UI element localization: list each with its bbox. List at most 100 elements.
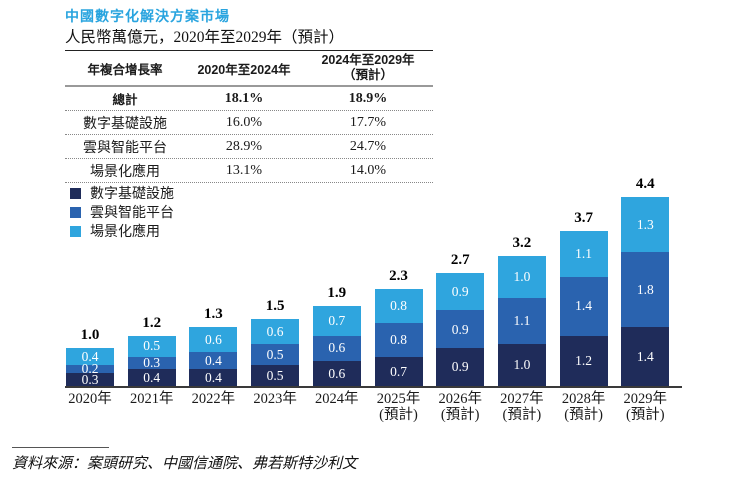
legend-label: 雲與智能平台	[90, 206, 174, 221]
legend-item: 數字基礎設施	[70, 185, 174, 202]
bar-2023年: 0.6 0.5 0.5	[251, 318, 300, 386]
bar-segment: 1.4	[621, 327, 670, 386]
segment-value-label: 0.2	[81, 361, 99, 377]
segment-value-label: 1.0	[513, 269, 531, 285]
table-header-2020-2024: 2020年至2024年	[197, 62, 291, 77]
table-row: 總計 18.1% 18.9%	[65, 87, 433, 111]
legend-label: 場景化應用	[90, 225, 160, 240]
bar-2027年: 1.0 1.1 1.0	[497, 255, 546, 386]
source-note: 資料來源：案頭研究、中國信通院、弗若斯特沙利文	[12, 456, 358, 472]
bar-2024年: 0.7 0.6 0.6	[312, 306, 361, 386]
legend-swatch-dark-navy-icon	[70, 187, 81, 199]
bar-total-label: 4.4	[635, 176, 655, 192]
bar-segment: 0.2	[66, 361, 114, 377]
bar-total-label: 1.9	[327, 285, 347, 302]
bar-segment: 0.6	[312, 335, 361, 361]
bar-segment: 1.2	[559, 335, 608, 386]
table-row: 雲與智能平台 28.9% 24.7%	[65, 135, 433, 159]
bar-2026年: 0.9 0.9 0.9	[436, 272, 485, 386]
segment-value-label: 1.1	[513, 313, 531, 329]
bar-segment: 0.4	[189, 352, 238, 370]
bar-segment: 0.6	[312, 360, 361, 386]
bar-segment: 1.0	[497, 344, 546, 386]
bar-segment: 0.7	[312, 306, 361, 336]
bar-segment: 1.4	[559, 276, 608, 336]
bar-segment: 0.3	[66, 373, 114, 386]
segment-value-label: 1.4	[636, 348, 654, 364]
segment-value-label: 0.7	[328, 313, 346, 329]
segment-value-label: 0.6	[328, 365, 346, 381]
segment-value-label: 0.6	[204, 332, 222, 348]
table-header-2024-2029: 2024年至2029年 （預計）	[303, 53, 433, 83]
segment-value-label: 0.8	[390, 332, 407, 348]
segment-value-label: 1.1	[575, 245, 593, 261]
bar-segment: 1.1	[559, 230, 608, 277]
footnote-rule	[12, 447, 109, 448]
cagr-table: 年複合增長率 2020年至2024年 2024年至2029年 （預計） 總計 1…	[65, 50, 433, 183]
segment-value-label: 0.4	[204, 369, 222, 385]
bar-total-label: 1.3	[204, 306, 223, 323]
segment-value-label: 0.3	[143, 355, 161, 371]
legend-label: 數字基礎設施	[90, 187, 174, 202]
legend-swatch-medium-blue-icon	[70, 206, 81, 218]
row-value-2020-2024: 18.1%	[224, 90, 264, 106]
row-value-2024-2029: 14.0%	[349, 162, 387, 178]
bar-total-label: 3.2	[512, 234, 532, 251]
table-header-2024-2029-line1: 2024年至2029年	[321, 53, 415, 67]
x-axis-tick-label: 2026年 (預計)	[438, 391, 482, 423]
segment-value-label: 0.6	[266, 323, 284, 339]
row-value-2020-2024: 28.9%	[225, 138, 263, 154]
segment-value-label: 0.5	[266, 367, 284, 383]
x-axis-tick-label: 2021年	[129, 391, 174, 407]
stacked-bar-chart: 0.4 0.2 0.3 1.0 0.5 0.3 0.4 1.2 0.6 0.4 0.4 1.3 0.6 0…	[66, 176, 686, 386]
bar-total-label: 2.7	[450, 251, 470, 268]
row-value-2020-2024: 13.1%	[225, 162, 263, 178]
bar-2028年: 1.1 1.4 1.2	[559, 230, 608, 386]
page-title: 中國數字化解決方案市場	[65, 8, 230, 24]
bar-segment: 0.6	[189, 327, 238, 353]
bar-segment: 0.9	[436, 348, 485, 386]
row-label: 總計	[112, 93, 138, 107]
row-value-2024-2029: 18.9%	[348, 90, 388, 106]
bar-segment: 1.3	[621, 197, 670, 252]
row-value-2020-2024: 16.0%	[225, 114, 263, 130]
chart-legend: 數字基礎設施 雲與智能平台 場景化應用	[70, 185, 174, 242]
bar-segment: 0.6	[251, 318, 300, 344]
segment-value-label: 0.5	[143, 338, 161, 354]
segment-value-label: 1.2	[575, 353, 593, 369]
segment-value-label: 1.4	[575, 298, 593, 314]
bar-segment: 0.9	[436, 310, 485, 349]
x-axis-tick-label: 2025年 (預計)	[376, 391, 421, 423]
bar-segment: 0.4	[189, 369, 238, 386]
bar-segment: 0.5	[251, 344, 300, 365]
bar-2029年: 1.3 1.8 1.4	[621, 197, 670, 386]
bar-2022年: 0.6 0.4 0.4	[189, 327, 238, 386]
x-axis-line	[65, 386, 682, 388]
bar-2020年: 0.4 0.2 0.3	[66, 348, 114, 386]
segment-value-label: 0.4	[143, 369, 161, 385]
bar-segment: 0.5	[251, 365, 300, 386]
bar-segment: 0.3	[127, 355, 176, 371]
segment-value-label: 1.0	[513, 357, 531, 373]
legend-item: 場景化應用	[70, 223, 174, 240]
table-header-cagr: 年複合增長率	[87, 62, 163, 77]
row-value-2024-2029: 24.7%	[349, 138, 387, 154]
segment-value-label: 0.9	[451, 283, 469, 299]
bar-segment: 0.4	[66, 348, 114, 365]
table-row: 場景化應用 13.1% 14.0%	[65, 159, 433, 183]
table-header-2024-2029-line2: （預計）	[342, 68, 393, 82]
segment-value-label: 0.4	[204, 353, 222, 369]
bar-total-label: 1.5	[265, 297, 285, 314]
bar-segment: 0.8	[374, 323, 423, 357]
segment-value-label: 0.5	[266, 346, 284, 362]
bar-segment: 0.5	[127, 335, 176, 357]
bar-segment: 1.1	[497, 297, 546, 344]
table-row: 數字基礎設施 16.0% 17.7%	[65, 111, 433, 135]
segment-value-label: 0.6	[328, 340, 346, 356]
row-label: 數字基礎設施	[83, 116, 167, 132]
bar-total-label: 3.7	[574, 209, 593, 226]
bar-total-label: 1.2	[142, 314, 162, 331]
x-axis-tick-label: 2024年	[315, 391, 359, 407]
row-value-2024-2029: 17.7%	[349, 114, 387, 130]
